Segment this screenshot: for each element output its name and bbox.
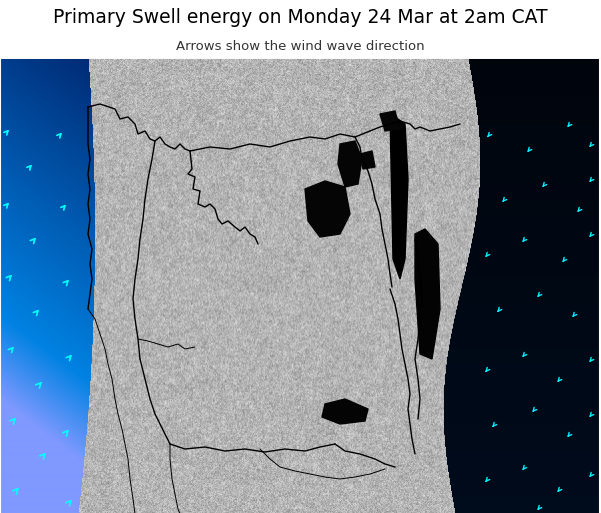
- Text: Primary Swell energy on Monday 24 Mar at 2am CAT: Primary Swell energy on Monday 24 Mar at…: [53, 8, 548, 27]
- Polygon shape: [415, 229, 440, 359]
- Polygon shape: [322, 399, 368, 424]
- Polygon shape: [305, 181, 350, 237]
- Polygon shape: [360, 151, 375, 169]
- Polygon shape: [380, 111, 400, 131]
- Polygon shape: [390, 114, 408, 279]
- Text: Arrows show the wind wave direction: Arrows show the wind wave direction: [176, 40, 425, 52]
- Polygon shape: [338, 141, 362, 187]
